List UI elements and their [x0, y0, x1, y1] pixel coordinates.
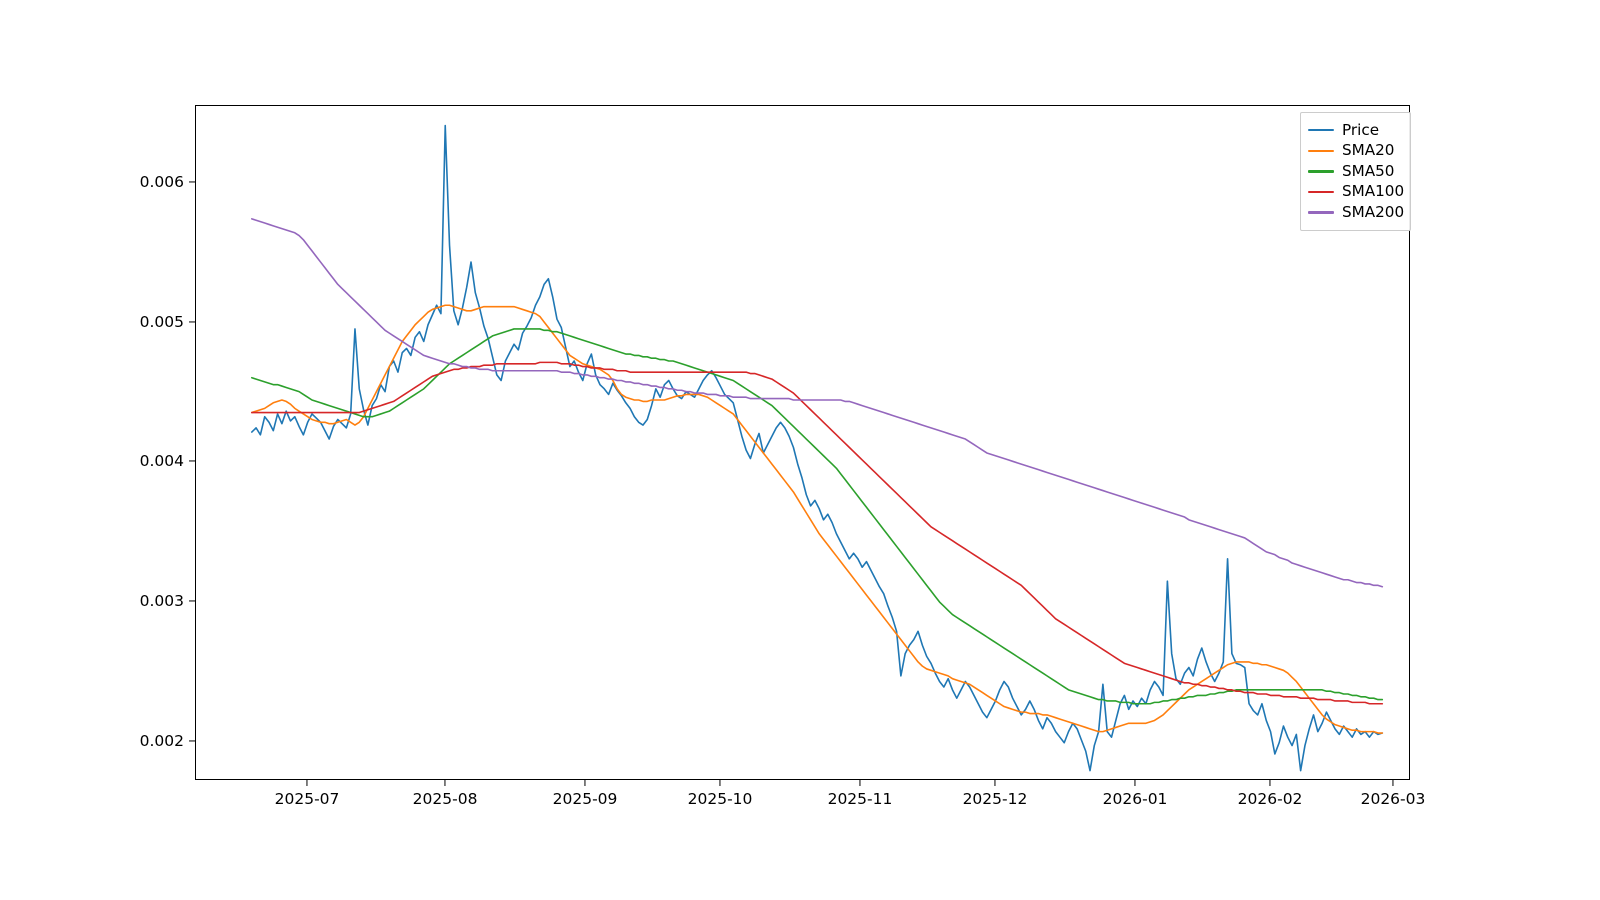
x-axis-tick-label: 2025-07 — [274, 790, 340, 808]
legend-item-label: Price — [1342, 120, 1380, 139]
series-line-sma20 — [252, 305, 1383, 733]
y-axis-tick-mark — [189, 181, 195, 183]
x-axis-tick-label: 2026-01 — [1102, 790, 1168, 808]
x-axis-tick-mark — [306, 780, 308, 786]
x-axis-tick-label: 2025-09 — [552, 790, 618, 808]
series-line-sma200 — [252, 219, 1383, 587]
x-axis-tick-label: 2026-03 — [1360, 790, 1426, 808]
legend-item-sma20[interactable]: SMA20 — [1308, 141, 1404, 162]
y-axis-tick-label: 0.002 — [139, 731, 184, 750]
series-lines — [196, 106, 1409, 779]
x-axis-tick-label: 2026-02 — [1237, 790, 1303, 808]
legend-color-swatch — [1308, 190, 1334, 194]
x-axis-tick-mark — [584, 780, 586, 786]
legend-item-label: SMA20 — [1342, 141, 1395, 160]
legend-item-label: SMA200 — [1342, 203, 1405, 222]
chart-legend: Price SMA20 SMA50 SMA100 SMA200 — [1300, 112, 1411, 231]
y-axis-tick-mark — [189, 460, 195, 462]
x-axis-tick-mark — [1134, 780, 1136, 786]
series-line-price — [252, 126, 1383, 771]
legend-item-price[interactable]: Price — [1308, 120, 1404, 141]
y-axis-tick-mark — [189, 321, 195, 323]
y-axis-tick-label: 0.003 — [139, 592, 184, 611]
legend-color-swatch — [1308, 211, 1334, 214]
x-axis-tick-label: 2025-11 — [827, 790, 893, 808]
x-axis-tick-mark — [994, 780, 996, 786]
series-line-sma100 — [252, 362, 1383, 703]
legend-color-swatch — [1308, 170, 1334, 173]
y-axis-tick-mark — [189, 740, 195, 742]
legend-color-swatch — [1308, 129, 1334, 132]
x-axis-tick-label: 2025-12 — [962, 790, 1028, 808]
y-axis-tick-label: 0.004 — [139, 452, 184, 471]
legend-color-swatch — [1308, 149, 1334, 153]
legend-item-label: SMA100 — [1342, 182, 1405, 201]
x-axis-tick-mark — [719, 780, 721, 786]
x-axis-tick-label: 2025-10 — [687, 790, 753, 808]
legend-item-sma100[interactable]: SMA100 — [1308, 182, 1404, 203]
legend-item-label: SMA50 — [1342, 161, 1395, 180]
y-axis-tick-mark — [189, 600, 195, 602]
y-axis-tick-label: 0.005 — [139, 312, 184, 331]
x-axis-tick-mark — [859, 780, 861, 786]
series-line-sma50 — [252, 329, 1383, 704]
legend-item-sma50[interactable]: SMA50 — [1308, 161, 1404, 182]
plot-area — [195, 105, 1410, 780]
x-axis-tick-mark — [1269, 780, 1271, 786]
y-axis-tick-label: 0.006 — [139, 172, 184, 191]
x-axis-tick-mark — [444, 780, 446, 786]
legend-item-sma200[interactable]: SMA200 — [1308, 202, 1404, 223]
x-axis-tick-label: 2025-08 — [412, 790, 478, 808]
x-axis-tick-mark — [1392, 780, 1394, 786]
